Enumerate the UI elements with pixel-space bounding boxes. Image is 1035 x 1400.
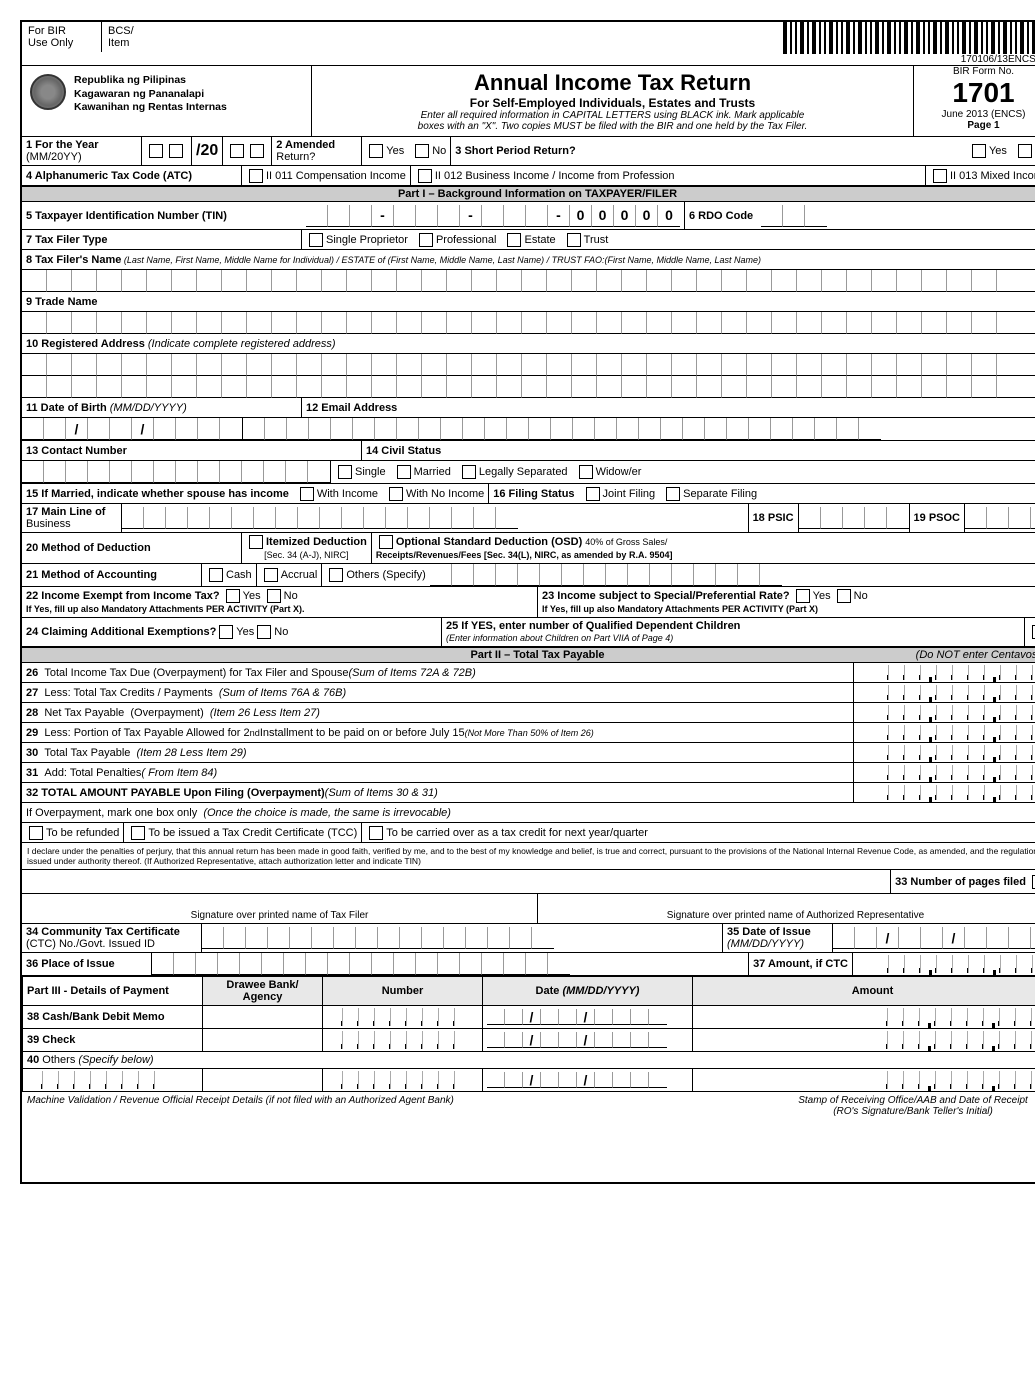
row-26: 26 Total Income Tax Due (Overpayment) fo… — [22, 663, 1035, 683]
year-mm-1[interactable] — [149, 144, 163, 158]
form-subtitle: For Self-Employed Individuals, Estates a… — [316, 96, 909, 110]
row-7: 7 Tax Filer Type Single Proprietor Profe… — [22, 230, 1035, 250]
top-bar: For BIRUse Only BCS/Item 170106/13ENCSP1 — [22, 22, 1035, 66]
row-10: 10 Registered Address (Indicate complete… — [22, 334, 1035, 354]
filing-joint[interactable] — [586, 487, 600, 501]
row-33: 33 Number of pages filed — [22, 870, 1035, 894]
row-20: 20 Method of Deduction Itemized Deductio… — [22, 533, 1035, 564]
acct-others[interactable] — [329, 568, 343, 582]
part3-table: Part III - Details of Payment Drawee Ban… — [22, 976, 1035, 1092]
row-31: 31 Add: Total Penalties( From Item 84) — [22, 763, 1035, 783]
amended-yes[interactable] — [369, 144, 383, 158]
row-17-18-19: 17 Main Line ofBusiness 18 PSIC 19 PSOC — [22, 504, 1035, 533]
row-36-37: 36 Place of Issue 37 Amount, if CTC — [22, 953, 1035, 976]
row-38[interactable]: 38 Cash/Bank Debit Memo // — [23, 1006, 1035, 1029]
exempt-yes[interactable] — [226, 589, 240, 603]
sig-taxfiler[interactable]: Signature over printed name of Tax Filer — [22, 894, 538, 923]
row-22-23: 22 Income Exempt from Income Tax? Yes No… — [22, 587, 1035, 618]
form-number-box: BIR Form No. 1701 June 2013 (ENCS) Page … — [913, 66, 1035, 136]
civil-single[interactable] — [338, 465, 352, 479]
atc-biz[interactable] — [418, 169, 432, 183]
row-39[interactable]: 39 Check // — [23, 1029, 1035, 1052]
acct-cash[interactable] — [209, 568, 223, 582]
for-bir-label: For BIRUse Only — [22, 22, 102, 52]
signature-row: Signature over printed name of Tax Filer… — [22, 894, 1035, 924]
seal-icon — [30, 74, 66, 110]
machine-validation: Machine Validation / Revenue Official Re… — [22, 1092, 773, 1182]
row-5-6: 5 Taxpayer Identification Number (TIN) -… — [22, 202, 1035, 230]
short-no[interactable] — [1018, 144, 1032, 158]
filer-professional[interactable] — [419, 233, 433, 247]
row-29: 29 Less: Portion of Tax Payable Allowed … — [22, 723, 1035, 743]
exemption-yes[interactable] — [219, 625, 233, 639]
row-40: 40 Others (Specify below) — [23, 1052, 1035, 1069]
agency-names: Republika ng Pilipinas Kagawaran ng Pana… — [74, 74, 227, 115]
form-title: Annual Income Tax Return — [316, 70, 909, 96]
special-no[interactable] — [837, 589, 851, 603]
row-9: 9 Trade Name — [22, 292, 1035, 312]
overpay-carry[interactable] — [369, 826, 383, 840]
ded-osd[interactable] — [379, 535, 393, 549]
bcs-label: BCS/Item — [102, 22, 162, 52]
row-34-35: 34 Community Tax Certificate(CTC) No./Go… — [22, 924, 1035, 953]
amended-no[interactable] — [415, 144, 429, 158]
row-32: 32 TOTAL AMOUNT PAYABLE Upon Filing (Ove… — [22, 783, 1035, 803]
row-30: 30 Total Tax Payable (Item 28 Less Item … — [22, 743, 1035, 763]
barcode: 170106/13ENCSP1 — [783, 22, 1035, 65]
row-11-12: 11 Date of Birth (MM/DD/YYYY) 12 Email A… — [22, 398, 1035, 418]
ded-itemized[interactable] — [249, 535, 263, 549]
overpayment-options: To be refunded To be issued a Tax Credit… — [22, 823, 1035, 843]
overpay-tcc[interactable] — [131, 826, 145, 840]
acct-accrual[interactable] — [264, 568, 278, 582]
row-8-cells[interactable] — [22, 270, 1035, 292]
row-24-25: 24 Claiming Additional Exemptions? Yes N… — [22, 618, 1035, 647]
civil-separated[interactable] — [462, 465, 476, 479]
exemption-no[interactable] — [257, 625, 271, 639]
filer-estate[interactable] — [507, 233, 521, 247]
year-mm-2[interactable] — [169, 144, 183, 158]
filer-trust[interactable] — [567, 233, 581, 247]
declaration: I declare under the penalties of perjury… — [22, 843, 1035, 870]
row-27: 27 Less: Total Tax Credits / Payments (S… — [22, 683, 1035, 703]
header: Republika ng Pilipinas Kagawaran ng Pana… — [22, 66, 1035, 137]
exempt-no[interactable] — [267, 589, 281, 603]
row-4-atc: 4 Alphanumeric Tax Code (ATC) II 011 Com… — [22, 166, 1035, 186]
row-21: 21 Method of Accounting Cash Accrual Oth… — [22, 564, 1035, 587]
row-15-16: 15 If Married, indicate whether spouse h… — [22, 484, 1035, 504]
sig-rep[interactable]: Signature over printed name of Authorize… — [538, 894, 1035, 923]
part1-header: Part I – Background Information on TAXPA… — [22, 186, 1035, 202]
short-yes[interactable] — [972, 144, 986, 158]
form-page: For BIRUse Only BCS/Item 170106/13ENCSP1… — [20, 20, 1035, 1184]
atc-mixed[interactable] — [933, 169, 947, 183]
row-9-cells[interactable] — [22, 312, 1035, 334]
row-13-14: 13 Contact Number 14 Civil Status — [22, 441, 1035, 461]
overpay-refund[interactable] — [29, 826, 43, 840]
row-13-14-cells: Single Married Legally Separated Widow/e… — [22, 461, 1035, 484]
stamp-area: Stamp of Receiving Office/AAB and Date o… — [773, 1092, 1035, 1182]
row-11-12-cells[interactable]: // — [22, 418, 1035, 441]
row-28: 28 Net Tax Payable (Overpayment) (Item 2… — [22, 703, 1035, 723]
instructions: Enter all required information in CAPITA… — [316, 110, 909, 132]
part2-header: Part II – Total Tax Payable (Do NOT ente… — [22, 647, 1035, 663]
filing-separate[interactable] — [666, 487, 680, 501]
row-8: 8 Tax Filer's Name (Last Name, First Nam… — [22, 250, 1035, 270]
filer-single-prop[interactable] — [309, 233, 323, 247]
special-yes[interactable] — [796, 589, 810, 603]
civil-widow[interactable] — [579, 465, 593, 479]
row-10-cells-1[interactable] — [22, 354, 1035, 376]
spouse-with-income[interactable] — [300, 487, 314, 501]
civil-married[interactable] — [397, 465, 411, 479]
atc-comp[interactable] — [249, 169, 263, 183]
row-10-cells-2[interactable] — [22, 376, 1035, 398]
spouse-no-income[interactable] — [389, 487, 403, 501]
row-1-2-3: 1 For the Year(MM/20YY) /20 2 AmendedRet… — [22, 137, 1035, 166]
overpayment-note: If Overpayment, mark one box only (Once … — [22, 803, 1035, 823]
year-yy-2[interactable] — [250, 144, 264, 158]
year-yy-1[interactable] — [230, 144, 244, 158]
row-40-entry[interactable]: // — [23, 1069, 1035, 1092]
